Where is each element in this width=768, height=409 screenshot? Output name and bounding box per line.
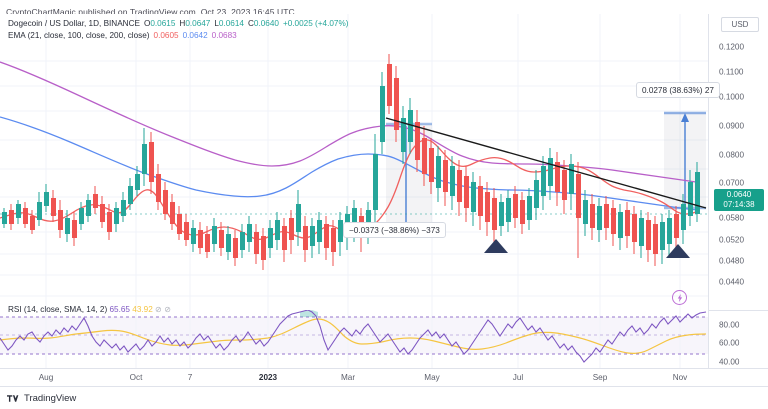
legend-open-value: 0.0615 — [150, 19, 176, 28]
rsi-chart-svg — [0, 310, 708, 368]
candlestick-series — [2, 54, 700, 270]
legend-high-label: H — [179, 19, 186, 28]
legend-ema200-value: 0.0683 — [211, 30, 237, 40]
rsi-eye-icon-2[interactable]: ⊘ — [164, 305, 172, 314]
price-tick-6: 0.0580 — [719, 213, 745, 223]
rsi-legend-name[interactable]: RSI (14, close, SMA, 14, 2) — [8, 305, 108, 314]
legend-change-value: +0.0025 (+4.07%) — [282, 19, 349, 28]
price-tick-4: 0.0800 — [719, 150, 745, 160]
price-tick-9: 0.0440 — [719, 277, 745, 287]
time-tick-4: Mar — [340, 373, 356, 382]
legend-high-value: 0.0647 — [185, 19, 211, 28]
lightning-icon[interactable] — [672, 290, 687, 305]
legend-open-label: O — [143, 19, 151, 28]
time-tick-2: 7 — [187, 373, 193, 382]
vertical-gridlines — [45, 14, 681, 310]
footer-bar: TradingView — [0, 386, 768, 409]
currency-chip[interactable]: USD — [721, 17, 759, 32]
legend-close-label: C — [247, 19, 254, 28]
rsi-line — [0, 310, 707, 363]
price-tick-7: 0.0520 — [719, 235, 745, 245]
time-tick-5: May — [424, 373, 440, 382]
price-chart-pane[interactable] — [0, 14, 708, 310]
time-tick-1: Oct — [129, 373, 143, 382]
buy-marker-triangle-2[interactable] — [666, 244, 690, 258]
rsi-legend: RSI (14, close, SMA, 14, 2) 65.65 43.92 … — [8, 304, 171, 314]
legend-low-label: L — [214, 19, 219, 28]
legend-ema-row: EMA (21, close, 100, close, 200, close) 0… — [8, 30, 349, 42]
price-axis[interactable]: USD 0.1200 0.1100 0.1000 0.0900 0.0800 0… — [708, 14, 768, 385]
rsi-sma-line — [0, 318, 707, 354]
legend-close-value: 0.0640 — [253, 19, 279, 28]
legend-ema100-value: 0.0642 — [182, 30, 208, 40]
time-tick-6: Jul — [512, 373, 524, 382]
measure-label-up[interactable]: 0.0278 (38.63%) 27 — [636, 82, 720, 98]
price-tick-3: 0.0900 — [719, 121, 745, 131]
price-tick-2: 0.1000 — [719, 92, 745, 102]
rsi-vertical-gridlines — [45, 310, 681, 368]
rsi-tick-2: 40.00 — [719, 357, 740, 367]
price-chart-svg — [0, 14, 708, 310]
rsi-tick-0: 80.00 — [719, 320, 740, 330]
tradingview-mark-icon — [7, 395, 19, 402]
rsi-indicator-pane[interactable] — [0, 310, 708, 368]
rsi-overbought-fill — [300, 310, 318, 317]
ema-100-line — [0, 116, 701, 211]
legend-symbol[interactable]: Dogecoin / US Dollar, 1D, BINANCE — [8, 19, 140, 28]
legend-low-value: 0.0614 — [218, 19, 244, 28]
time-tick-3: 2023 — [258, 373, 278, 382]
price-tick-1: 0.1100 — [719, 67, 744, 77]
axis-pane-divider — [709, 310, 768, 311]
rsi-eye-icon-1[interactable]: ⊘ — [155, 305, 162, 314]
tradingview-logo[interactable]: TradingView — [7, 393, 76, 404]
chart-legend: Dogecoin / US Dollar, 1D, BINANCE O0.0615… — [8, 18, 349, 41]
time-tick-0: Aug — [38, 373, 54, 382]
time-tick-8: Nov — [672, 373, 688, 382]
time-axis[interactable]: Aug Oct 7 2023 Mar May Jul Sep Nov — [0, 368, 768, 386]
legend-ema-name[interactable]: EMA (21, close, 100, close, 200, close) — [8, 30, 150, 40]
lightning-bolt-glyph — [677, 293, 682, 302]
measure-label-down[interactable]: −0.0373 (−38.86%) −373 — [343, 222, 446, 238]
attribution-text: CryptoChartMagic published on TradingVie… — [6, 7, 295, 17]
bar-countdown: 07:14:38 — [723, 200, 755, 209]
rsi-legend-value: 65.65 — [109, 305, 130, 314]
time-tick-7: Sep — [592, 373, 608, 382]
downtrend-resistance-line[interactable] — [385, 117, 707, 209]
legend-symbol-row: Dogecoin / US Dollar, 1D, BINANCE O0.0615… — [8, 18, 349, 30]
price-tick-0: 0.1200 — [719, 42, 745, 52]
horizontal-gridlines — [0, 60, 708, 297]
price-tick-8: 0.0480 — [719, 256, 745, 266]
current-price-value: 0.0640 — [726, 190, 752, 199]
rsi-tick-1: 60.00 — [719, 338, 740, 348]
tradingview-brand-text: TradingView — [24, 393, 77, 404]
current-price-badge[interactable]: 0.0640 07:14:38 — [714, 189, 764, 211]
legend-ema21-value: 0.0605 — [153, 30, 179, 40]
buy-marker-triangle-1[interactable] — [484, 239, 508, 253]
price-tick-5: 0.0700 — [719, 178, 745, 188]
rsi-legend-sma-value: 43.92 — [132, 305, 153, 314]
